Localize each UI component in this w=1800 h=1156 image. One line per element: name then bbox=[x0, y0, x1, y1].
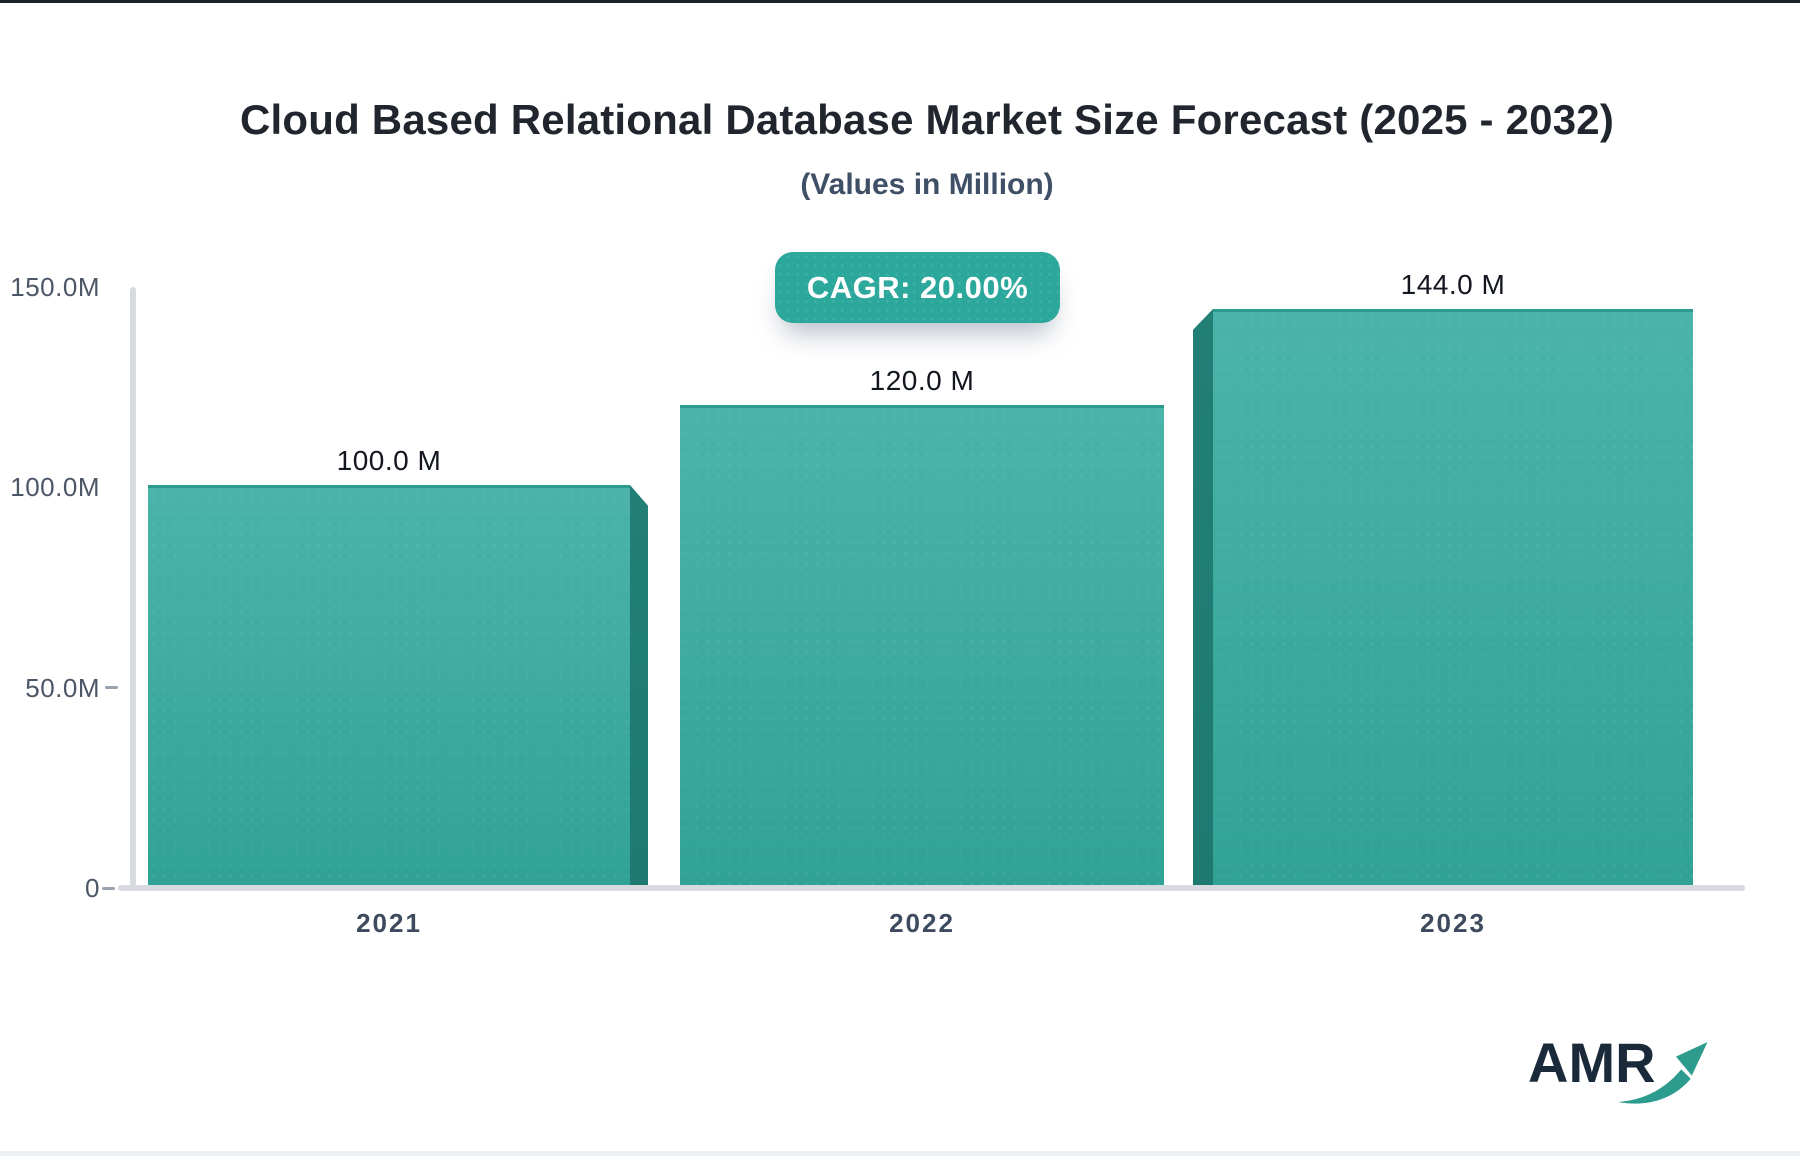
page-subtitle: (Values in Million) bbox=[800, 168, 1054, 201]
y-axis-line bbox=[130, 287, 136, 888]
x-axis-label-2023: 2023 bbox=[1420, 908, 1486, 938]
cagr-badge-label: CAGR: 20.00% bbox=[806, 269, 1029, 305]
bar-2022 bbox=[680, 405, 1164, 885]
page-title: Cloud Based Relational Database Market S… bbox=[239, 96, 1615, 143]
y-tick-label-100: 100.0M bbox=[10, 472, 100, 502]
top-border bbox=[0, 0, 1800, 3]
y-tick-label-0: 0 bbox=[85, 873, 100, 903]
cagr-badge: CAGR: 20.00% bbox=[775, 252, 1060, 323]
bottom-border bbox=[0, 1151, 1800, 1156]
y-tick-label-150: 150.0M bbox=[10, 272, 100, 302]
bar-side-shadow-2021 bbox=[630, 485, 648, 885]
y-tick-label-50: 50.0M bbox=[25, 673, 100, 703]
bar-value-label-2021: 100.0 M bbox=[336, 445, 442, 476]
x-axis-line bbox=[118, 885, 1745, 891]
bar-side-shadow-2023 bbox=[1193, 309, 1213, 885]
x-axis-label-2022: 2022 bbox=[889, 908, 955, 938]
brand-logo-text: AMR bbox=[1528, 1031, 1656, 1094]
brand-logo: AMR bbox=[1528, 1030, 1728, 1120]
x-axis-label-2021: 2021 bbox=[356, 908, 422, 938]
bar-value-label-2023: 144.0 M bbox=[1400, 269, 1506, 300]
growth-arrow-icon bbox=[1618, 1041, 1708, 1104]
y-tick-mark-50 bbox=[105, 686, 118, 689]
bar-value-label-2022: 120.0 M bbox=[869, 365, 975, 396]
bar-2023 bbox=[1213, 309, 1693, 885]
y-tick-mark-0 bbox=[102, 887, 115, 890]
bar-2021 bbox=[148, 485, 630, 885]
